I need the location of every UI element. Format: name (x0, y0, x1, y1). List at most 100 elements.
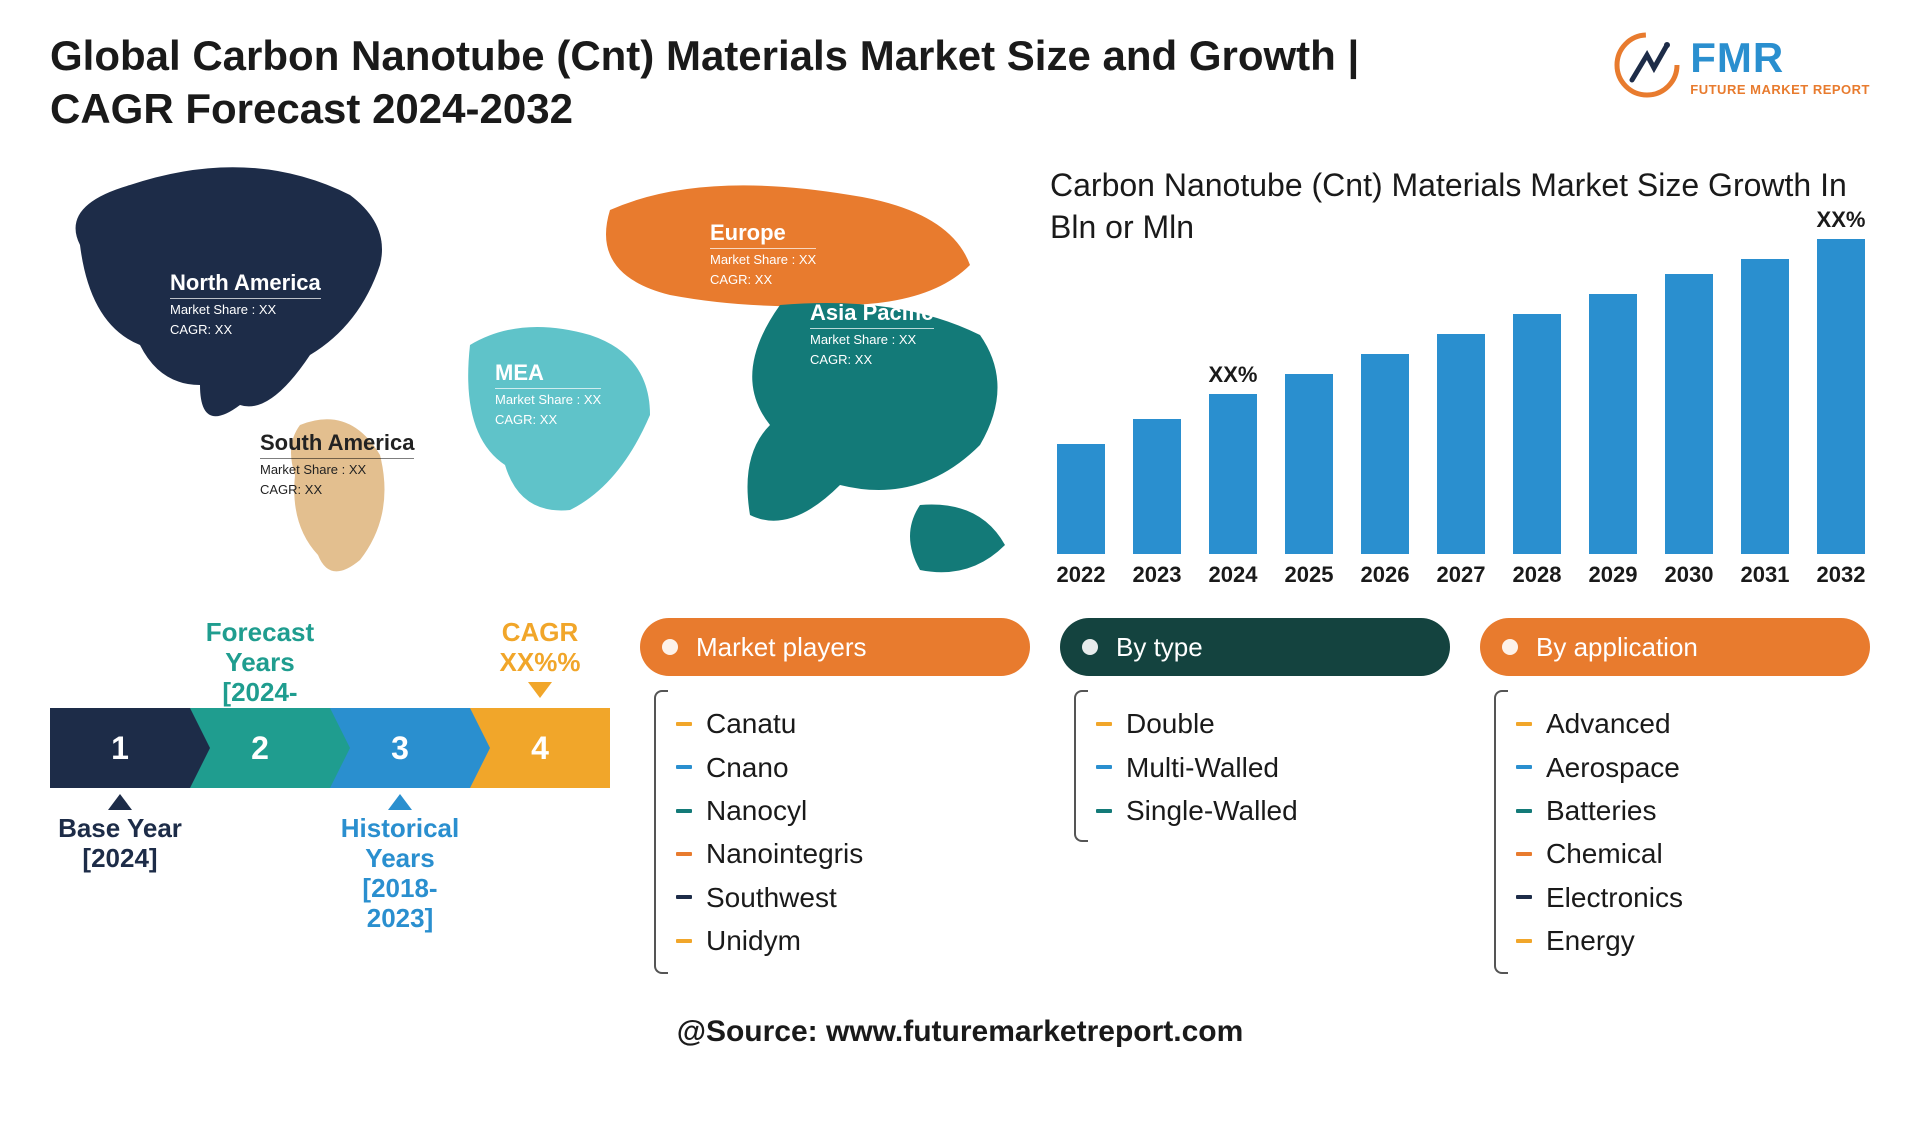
region-cagr-eu: CAGR: XX (710, 272, 816, 289)
map-label-na: North America Market Share : XX CAGR: XX (170, 270, 321, 339)
pill-label-application: By application (1536, 632, 1698, 663)
bar-2025: 2025 (1278, 374, 1340, 588)
timeline-seg-3: 3 (330, 708, 470, 788)
players-item: Nanocyl (676, 789, 863, 832)
bar-rect-2025 (1285, 374, 1333, 554)
application-item: Advanced (1516, 702, 1683, 745)
tick-icon (676, 852, 692, 856)
bar-2030: 2030 (1658, 274, 1720, 588)
bar-rect-2022 (1057, 444, 1105, 554)
world-map: North America Market Share : XX CAGR: XX… (50, 155, 1030, 585)
bar-2024: XX% 2024 (1202, 394, 1264, 588)
tick-icon (1516, 765, 1532, 769)
pill-label-players: Market players (696, 632, 867, 663)
timeline-seg-2: 2 (190, 708, 330, 788)
tick-icon (1516, 895, 1532, 899)
application-item: Electronics (1516, 876, 1683, 919)
region-name-sa: South America (260, 430, 414, 459)
region-cagr-mea: CAGR: XX (495, 412, 601, 429)
bar-rect-2023 (1133, 419, 1181, 554)
application-item: Batteries (1516, 789, 1683, 832)
chart-title: Carbon Nanotube (Cnt) Materials Market S… (1050, 165, 1872, 248)
bar-rect-2024 (1209, 394, 1257, 554)
region-share-sa: Market Share : XX (260, 462, 414, 479)
tick-icon (676, 939, 692, 943)
column-players: Market players Canatu Cnano Nanocyl Nano… (640, 618, 1030, 974)
timeline-seg-4: 4 (470, 708, 610, 788)
bar-label-2025: 2025 (1285, 562, 1334, 588)
region-cagr-ap: CAGR: XX (810, 352, 934, 369)
region-cagr-na: CAGR: XX (170, 322, 321, 339)
tick-icon (1516, 852, 1532, 856)
logo-text: FMR (1690, 34, 1870, 82)
timeline-label-cagr: CAGRXX%% (470, 618, 610, 698)
bar-label-2024: 2024 (1209, 562, 1258, 588)
logo-subtitle: FUTURE MARKET REPORT (1690, 82, 1870, 97)
bracket-icon (654, 690, 668, 974)
tick-icon (1096, 722, 1112, 726)
bar-2028: 2028 (1506, 314, 1568, 588)
bar-2023: 2023 (1126, 419, 1188, 588)
bracket-icon (1494, 690, 1508, 974)
map-label-ap: Asia Pacific Market Share : XX CAGR: XX (810, 300, 934, 369)
map-label-eu: Europe Market Share : XX CAGR: XX (710, 220, 816, 289)
source-attribution: @Source: www.futuremarketreport.com (50, 1015, 1870, 1049)
tick-icon (1516, 809, 1532, 813)
tick-icon (1516, 722, 1532, 726)
application-item: Aerospace (1516, 746, 1683, 789)
bar-2029: 2029 (1582, 294, 1644, 588)
bar-badge-2032: XX% (1817, 207, 1866, 233)
players-item: Unidym (676, 919, 863, 962)
timeline-label-historical: Historical Years[2018-2023] (330, 794, 470, 934)
bar-badge-2024: XX% (1209, 362, 1258, 388)
players-item: Nanointegris (676, 832, 863, 875)
bar-rect-2027 (1437, 334, 1485, 554)
bar-2026: 2026 (1354, 354, 1416, 588)
tick-icon (676, 895, 692, 899)
bar-2022: 2022 (1050, 444, 1112, 588)
type-list: Double Multi-Walled Single-Walled (1074, 690, 1298, 844)
column-type: By type Double Multi-Walled Single-Walle… (1060, 618, 1450, 974)
timeline-seg-1: 1 (50, 708, 190, 788)
timeline: Forecast Years[2024-2032] CAGRXX%% 1234 … (50, 618, 610, 894)
tick-icon (1096, 809, 1112, 813)
tick-icon (1516, 939, 1532, 943)
map-label-mea: MEA Market Share : XX CAGR: XX (495, 360, 601, 429)
bar-rect-2028 (1513, 314, 1561, 554)
timeline-label-base: Base Year[2024] (50, 794, 190, 874)
bar-label-2031: 2031 (1741, 562, 1790, 588)
players-list: Canatu Cnano Nanocyl Nanointegris Southw… (654, 690, 863, 974)
tick-icon (676, 809, 692, 813)
bar-label-2029: 2029 (1589, 562, 1638, 588)
region-name-mea: MEA (495, 360, 601, 389)
bar-label-2022: 2022 (1057, 562, 1106, 588)
bar-2032: XX% 2032 (1810, 239, 1872, 588)
players-item: Cnano (676, 746, 863, 789)
bar-rect-2029 (1589, 294, 1637, 554)
region-share-na: Market Share : XX (170, 302, 321, 319)
pill-dot-icon (662, 639, 678, 655)
players-item: Southwest (676, 876, 863, 919)
bar-rect-2031 (1741, 259, 1789, 554)
pill-type: By type (1060, 618, 1450, 676)
region-name-eu: Europe (710, 220, 816, 249)
bar-rect-2026 (1361, 354, 1409, 554)
region-cagr-sa: CAGR: XX (260, 482, 414, 499)
bar-label-2030: 2030 (1665, 562, 1714, 588)
pill-application: By application (1480, 618, 1870, 676)
tick-icon (676, 722, 692, 726)
bar-label-2026: 2026 (1361, 562, 1410, 588)
pill-label-type: By type (1116, 632, 1203, 663)
fmr-logo: FMR FUTURE MARKET REPORT (1612, 30, 1870, 100)
pill-dot-icon (1082, 639, 1098, 655)
application-item: Chemical (1516, 832, 1683, 875)
logo-icon (1612, 30, 1682, 100)
bar-rect-2030 (1665, 274, 1713, 554)
type-item: Single-Walled (1096, 789, 1298, 832)
bar-label-2028: 2028 (1513, 562, 1562, 588)
region-share-eu: Market Share : XX (710, 252, 816, 269)
bar-label-2032: 2032 (1817, 562, 1866, 588)
growth-bar-chart: Carbon Nanotube (Cnt) Materials Market S… (1050, 155, 1882, 588)
bar-label-2023: 2023 (1133, 562, 1182, 588)
application-item: Energy (1516, 919, 1683, 962)
